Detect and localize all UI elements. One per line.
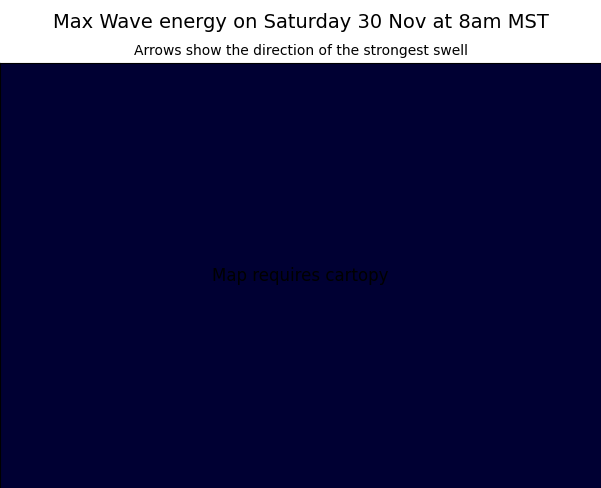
- Text: Arrows show the direction of the strongest swell: Arrows show the direction of the stronge…: [133, 44, 468, 58]
- Text: Map requires cartopy: Map requires cartopy: [212, 267, 389, 285]
- Text: Max Wave energy on Saturday 30 Nov at 8am MST: Max Wave energy on Saturday 30 Nov at 8a…: [52, 13, 549, 32]
